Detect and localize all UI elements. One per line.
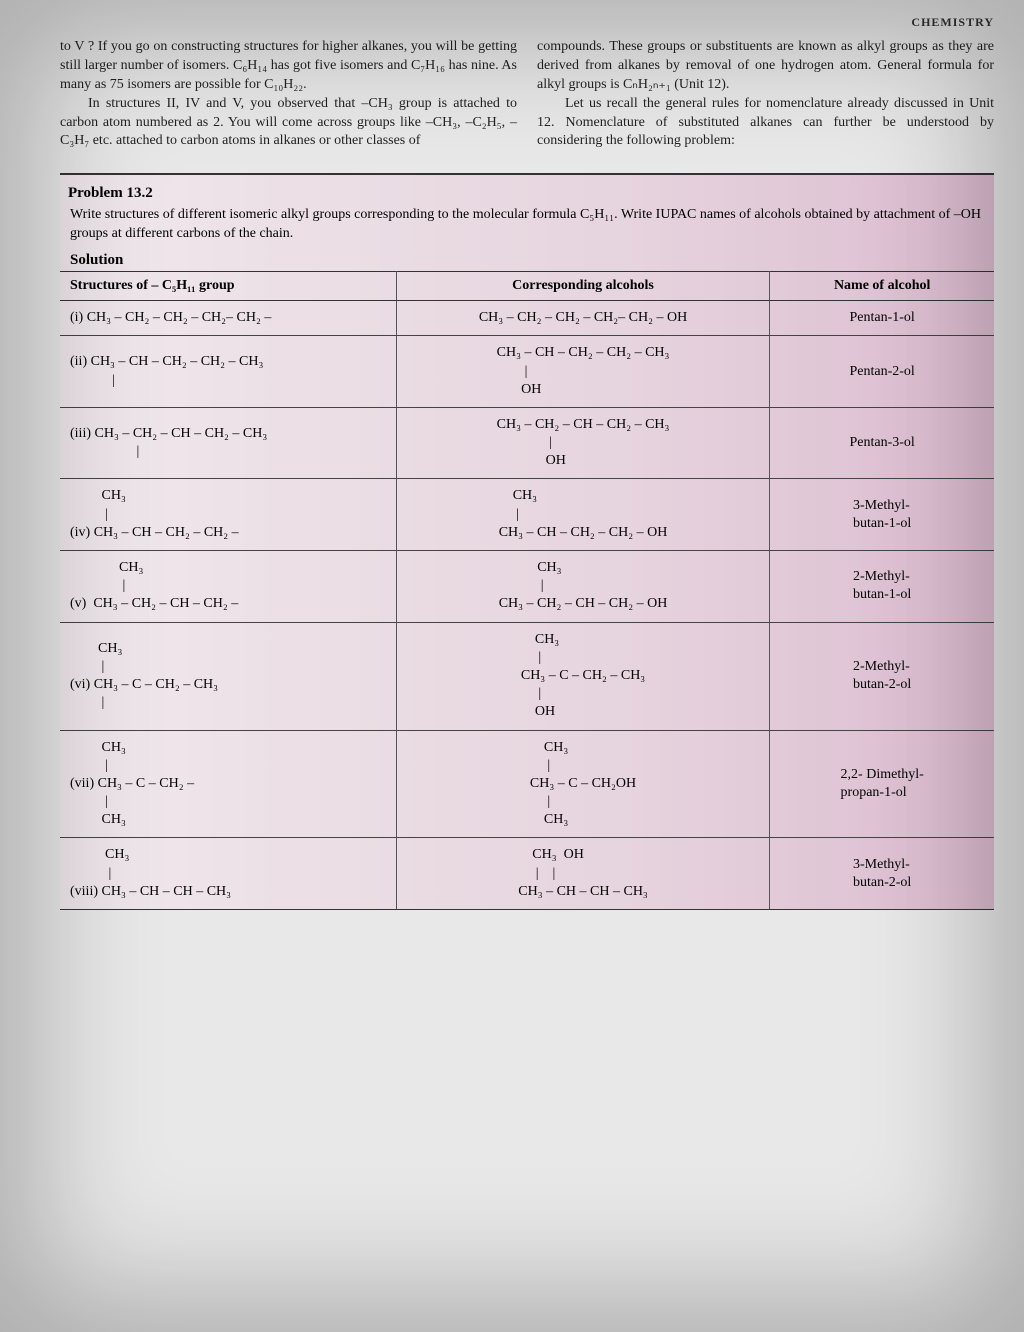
alcohol-cell: CH₃ | CH₃ – CH – CH₂ – CH₂ – OH	[499, 487, 668, 542]
alcohol-cell: CH₃ | CH₃ – C – CH₂OH | CH₃	[530, 739, 636, 830]
isomer-table: Structures of – C₅H₁₁ group Correspondin…	[60, 271, 994, 910]
alcohol-cell: CH₃ – CH₂ – CH₂ – CH₂– CH₂ – OH	[479, 309, 687, 327]
alcohol-cell: CH₃ | CH₃ – C – CH₂ – CH₃ | OH	[521, 631, 645, 722]
name-cell: Pentan-3-ol	[850, 434, 915, 452]
left-column: to V ? If you go on constructing structu…	[60, 38, 517, 151]
table-row: CH₃ | (v) CH₃ – CH₂ – CH – CH₂ – CH₃ | C…	[60, 551, 994, 623]
alcohol-cell: CH₃ – CH₂ – CH – CH₂ – CH₃ | OH	[497, 416, 670, 471]
structure-cell: (ii) CH₃ – CH – CH₂ – CH₂ – CH₃ |	[70, 353, 263, 389]
table-body: (i) CH₃ – CH₂ – CH₂ – CH₂– CH₂ – CH₃ – C…	[60, 301, 994, 910]
right-para-2: Let us recall the general rules for nome…	[537, 96, 994, 149]
table-row: (iii) CH₃ – CH₂ – CH – CH₂ – CH₃ | CH₃ –…	[60, 407, 994, 479]
alcohol-cell: CH₃ OH | | CH₃ – CH – CH – CH₃	[518, 846, 648, 901]
table-row: CH₃ | (iv) CH₃ – CH – CH₂ – CH₂ – CH₃ | …	[60, 479, 994, 551]
name-cell: Pentan-2-ol	[850, 363, 915, 381]
col-header-name: Name of alcohol	[770, 272, 994, 301]
structure-cell: CH₃ | (iv) CH₃ – CH – CH₂ – CH₂ –	[70, 487, 239, 542]
structure-cell: CH₃ | (vii) CH₃ – C – CH₂ – | CH₃	[70, 739, 194, 830]
col-header-structures: Structures of – C₅H₁₁ group	[60, 272, 396, 301]
problem-title: Problem 13.2	[60, 181, 994, 204]
right-column: compounds. These groups or substituents …	[537, 38, 994, 151]
right-para-1: compounds. These groups or substituents …	[537, 39, 994, 92]
structure-cell: CH₃ | (viii) CH₃ – CH – CH – CH₃	[70, 846, 231, 901]
col-header-alcohols: Corresponding alcohols	[396, 272, 770, 301]
solution-label: Solution	[60, 250, 994, 271]
name-cell: 3-Methyl- butan-2-ol	[853, 856, 911, 892]
table-row: (i) CH₃ – CH₂ – CH₂ – CH₂– CH₂ – CH₃ – C…	[60, 301, 994, 336]
name-cell: 2-Methyl- butan-2-ol	[853, 658, 911, 694]
name-cell: 3-Methyl- butan-1-ol	[853, 497, 911, 533]
textbook-page: CHEMISTRY to V ? If you go on constructi…	[0, 0, 1024, 1332]
table-row: (ii) CH₃ – CH – CH₂ – CH₂ – CH₃ | CH₃ – …	[60, 336, 994, 408]
left-para-1: to V ? If you go on constructing structu…	[60, 39, 517, 92]
table-header-row: Structures of – C₅H₁₁ group Correspondin…	[60, 272, 994, 301]
structure-cell: (iii) CH₃ – CH₂ – CH – CH₂ – CH₃ |	[70, 425, 267, 461]
subject-header: CHEMISTRY	[60, 15, 994, 30]
structure-cell: CH₃ | (v) CH₃ – CH₂ – CH – CH₂ –	[70, 559, 238, 614]
name-cell: 2-Methyl- butan-1-ol	[853, 568, 911, 604]
structure-cell: (i) CH₃ – CH₂ – CH₂ – CH₂– CH₂ –	[70, 309, 271, 327]
body-text-columns: to V ? If you go on constructing structu…	[60, 38, 994, 151]
left-para-2: In structures II, IV and V, you observed…	[60, 96, 517, 149]
name-cell: 2,2- Dimethyl- propan-1-ol	[841, 766, 924, 802]
structure-cell: CH₃ | (vi) CH₃ – C – CH₂ – CH₃ |	[70, 640, 218, 713]
alcohol-cell: CH₃ – CH – CH₂ – CH₂ – CH₃ | OH	[497, 344, 670, 399]
name-cell: Pentan-1-ol	[850, 309, 915, 327]
problem-text: Write structures of different isomeric a…	[60, 204, 994, 250]
table-row: CH₃ | (vii) CH₃ – C – CH₂ – | CH₃ CH₃ | …	[60, 730, 994, 838]
table-row: CH₃ | (vi) CH₃ – C – CH₂ – CH₃ | CH₃ | C…	[60, 622, 994, 730]
alcohol-cell: CH₃ | CH₃ – CH₂ – CH – CH₂ – OH	[499, 559, 668, 614]
problem-box: Problem 13.2 Write structures of differe…	[60, 173, 994, 910]
table-row: CH₃ | (viii) CH₃ – CH – CH – CH₃ CH₃ OH …	[60, 838, 994, 910]
